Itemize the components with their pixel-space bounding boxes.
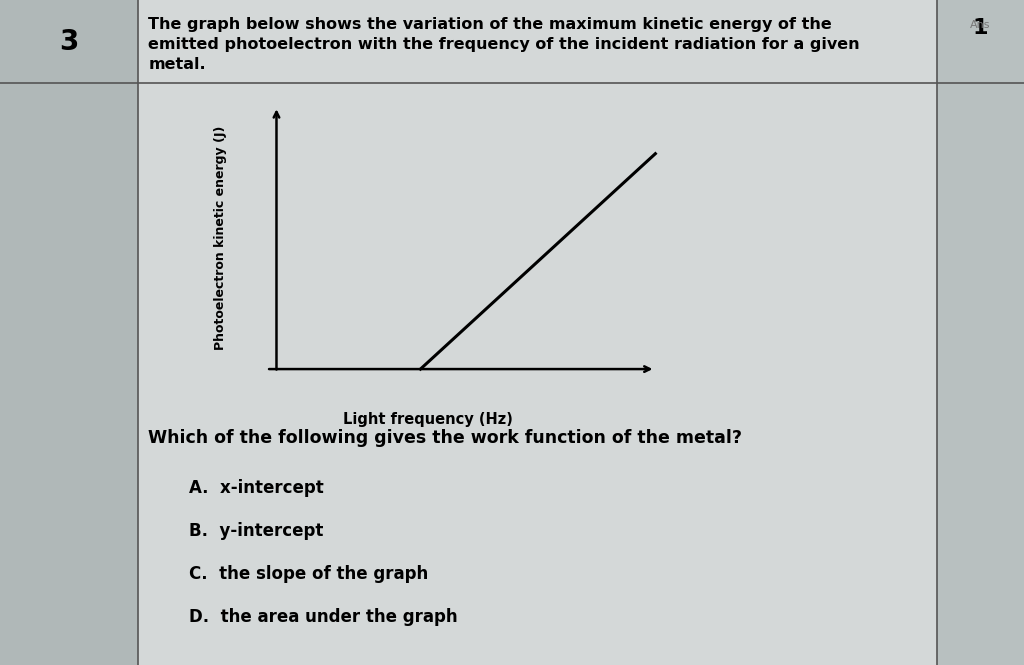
Text: metal.: metal. [148,57,206,72]
Bar [937,0,1024,665]
Bar [138,0,937,665]
Text: D.  the area under the graph: D. the area under the graph [189,608,458,626]
Bar [0,0,138,665]
Text: emitted photoelectron with the frequency of the incident radiation for a given: emitted photoelectron with the frequency… [148,37,860,52]
Text: Ans: Ans [970,20,991,30]
Text: Which of the following gives the work function of the metal?: Which of the following gives the work fu… [148,429,742,447]
Text: 3: 3 [59,27,79,56]
Text: 1: 1 [973,18,988,39]
Text: Light frequency (Hz): Light frequency (Hz) [343,412,513,428]
Text: C.  the slope of the graph: C. the slope of the graph [189,565,429,583]
Text: A.  x-intercept: A. x-intercept [189,479,325,497]
Text: B.  y-intercept: B. y-intercept [189,522,324,540]
Text: The graph below shows the variation of the maximum kinetic energy of the: The graph below shows the variation of t… [148,17,833,32]
Text: Photoelectron kinetic energy (J): Photoelectron kinetic energy (J) [214,126,226,350]
